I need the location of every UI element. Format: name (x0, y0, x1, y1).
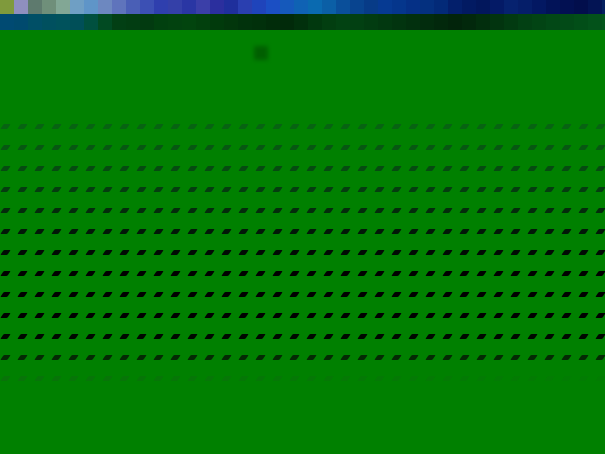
pixel-block (70, 14, 84, 30)
pixel-block (406, 0, 420, 14)
pixel-block (560, 14, 574, 30)
pixel-block (518, 0, 532, 14)
pixel-block (14, 14, 28, 30)
pixel-block (238, 0, 252, 14)
pixel-block (14, 0, 28, 14)
pixel-block (490, 0, 504, 14)
pixel-block (462, 14, 476, 30)
pixel-block (406, 14, 420, 30)
pixel-block (98, 0, 112, 14)
pixel-block (504, 14, 518, 30)
pixel-block (392, 14, 406, 30)
pixel-block (490, 14, 504, 30)
pixelated-gradient-strip (0, 0, 605, 14)
pixel-block (336, 0, 350, 14)
pixel-block (350, 0, 364, 14)
pixel-block (602, 14, 605, 30)
pixel-block (42, 14, 56, 30)
pixel-block (126, 0, 140, 14)
pixel-block (140, 14, 154, 30)
pixel-block (112, 14, 126, 30)
pixel-block (84, 0, 98, 14)
pixel-block (266, 0, 280, 14)
pixel-block (0, 0, 14, 14)
pixel-block (238, 14, 252, 30)
pixel-block (532, 14, 546, 30)
pixel-block (182, 0, 196, 14)
pixel-block (574, 0, 588, 14)
pixel-block (168, 0, 182, 14)
pixel-block (546, 0, 560, 14)
pixel-block (364, 14, 378, 30)
pixel-block (518, 14, 532, 30)
pixel-block (154, 14, 168, 30)
pixel-block (308, 14, 322, 30)
pixel-block (224, 14, 238, 30)
pixel-block (252, 0, 266, 14)
pixel-block (266, 14, 280, 30)
pixel-block (28, 0, 42, 14)
pixel-block (322, 0, 336, 14)
pixel-block (28, 14, 42, 30)
pixel-block (546, 14, 560, 30)
pixel-block (574, 14, 588, 30)
pixel-block (140, 0, 154, 14)
pixel-block (420, 0, 434, 14)
green-field (0, 30, 605, 454)
pixel-block (56, 0, 70, 14)
pixel-block (126, 14, 140, 30)
pixel-block (504, 0, 518, 14)
pixel-block (322, 14, 336, 30)
pixel-block (434, 14, 448, 30)
pixel-block (420, 14, 434, 30)
pixel-block (434, 0, 448, 14)
pixel-block (56, 14, 70, 30)
pixel-block (532, 0, 546, 14)
pixel-block (0, 14, 14, 30)
pixel-block (210, 0, 224, 14)
pixel-block (252, 14, 266, 30)
pixel-block (378, 14, 392, 30)
pixel-block (350, 14, 364, 30)
pixel-block (378, 0, 392, 14)
pixel-block (280, 14, 294, 30)
pixel-block (98, 14, 112, 30)
pixel-block (168, 14, 182, 30)
dark-transition-strip (0, 14, 605, 30)
pixel-block (336, 14, 350, 30)
pixel-block (588, 0, 602, 14)
pixel-block (294, 14, 308, 30)
pixel-block (70, 0, 84, 14)
pixel-block (280, 0, 294, 14)
pixel-block (602, 0, 605, 14)
pixel-block (588, 14, 602, 30)
pixel-block (112, 0, 126, 14)
pixel-block (84, 14, 98, 30)
pixel-block (364, 0, 378, 14)
pixel-block (182, 14, 196, 30)
pixel-block (308, 0, 322, 14)
pixel-block (448, 0, 462, 14)
pixel-block (476, 14, 490, 30)
pixel-block (294, 0, 308, 14)
pixel-block (196, 0, 210, 14)
pixel-block (224, 0, 238, 14)
pixel-block (476, 0, 490, 14)
pixel-block (154, 0, 168, 14)
pixel-block (42, 0, 56, 14)
pixel-block (392, 0, 406, 14)
pixel-block (196, 14, 210, 30)
pixel-block (448, 14, 462, 30)
dark-green-square-artifact (254, 46, 268, 60)
pixel-block (210, 14, 224, 30)
pixel-block (560, 0, 574, 14)
pixel-block (462, 0, 476, 14)
